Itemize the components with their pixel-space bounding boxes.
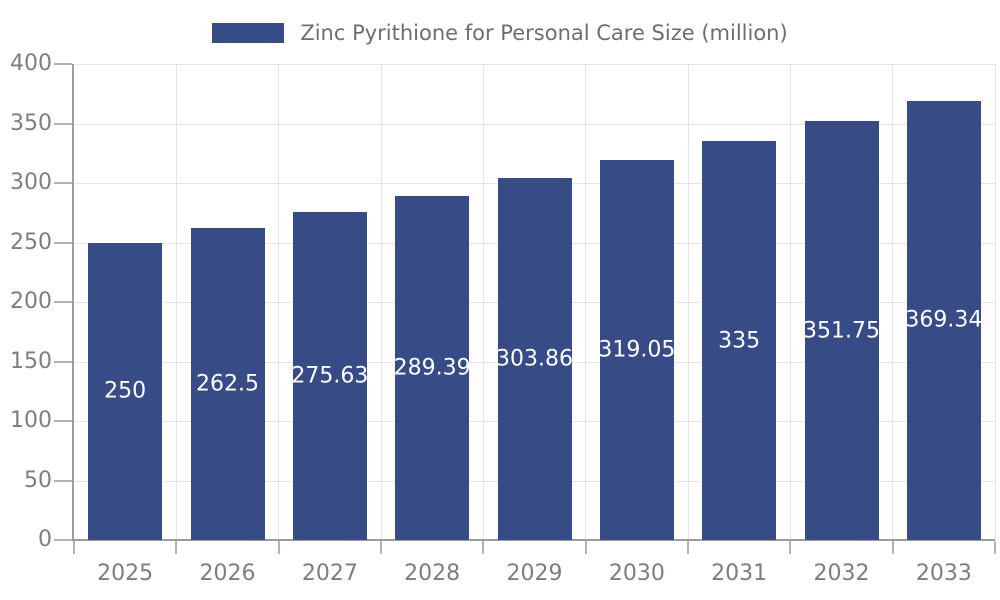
- bar-2033[interactable]: [906, 100, 981, 540]
- bar-2028[interactable]: [395, 195, 470, 540]
- v-gridline: [687, 64, 689, 540]
- y-axis-tick-label: 100: [10, 408, 52, 433]
- y-axis-tick-label: 400: [10, 51, 52, 76]
- x-axis-tick: [73, 541, 75, 554]
- x-axis-tick: [380, 541, 382, 554]
- bar-2032[interactable]: [804, 121, 879, 540]
- y-axis-tick-label: 50: [24, 467, 52, 493]
- v-gridline: [380, 64, 382, 540]
- x-axis-tick: [277, 541, 280, 554]
- legend-label: Zinc Pyrithione for Personal Care Size (…: [300, 21, 788, 45]
- x-axis-tick-label: 2027: [301, 561, 358, 586]
- y-axis-tick-label: 200: [10, 289, 52, 314]
- h-gridline: [74, 123, 995, 125]
- x-axis-tick: [994, 541, 996, 554]
- y-axis-tick: [54, 360, 72, 363]
- x-axis-tick: [175, 541, 178, 554]
- bar-2029[interactable]: [497, 178, 572, 540]
- y-axis-tick-label: 250: [10, 229, 52, 255]
- legend-swatch-icon: [212, 23, 285, 43]
- legend-item[interactable]: Zinc Pyrithione for Personal Care Size (…: [0, 21, 1000, 45]
- x-axis-tick-label: 2033: [915, 561, 972, 586]
- x-axis-tick-label: 2031: [711, 561, 768, 586]
- x-axis-tick-label: 2032: [813, 561, 870, 586]
- v-gridline: [892, 64, 894, 540]
- v-gridline: [585, 64, 587, 540]
- bar-2025[interactable]: [88, 242, 163, 540]
- x-axis-tick-label: 2026: [199, 561, 256, 586]
- x-axis-tick-label: 2030: [608, 561, 665, 586]
- y-axis-tick: [54, 241, 72, 244]
- y-axis-tick: [54, 539, 72, 541]
- bar-2027[interactable]: [292, 212, 367, 540]
- x-axis-tick: [584, 541, 587, 554]
- x-axis-tick: [891, 541, 894, 554]
- bar-2031[interactable]: [702, 141, 777, 540]
- y-axis-tick: [54, 479, 72, 482]
- v-gridline: [482, 64, 484, 540]
- x-axis-tick: [687, 541, 689, 554]
- x-axis-line: [72, 539, 995, 541]
- y-axis-tick-label: 0: [38, 527, 52, 552]
- x-axis-tick-label: 2028: [404, 561, 461, 586]
- v-gridline: [994, 64, 996, 540]
- y-axis-tick: [54, 420, 72, 422]
- v-gridline: [278, 64, 280, 540]
- y-axis-tick: [54, 182, 72, 184]
- v-gridline: [789, 64, 791, 540]
- y-axis-tick: [54, 63, 72, 65]
- bar-2026[interactable]: [190, 227, 265, 540]
- y-axis-tick-label: 350: [10, 110, 52, 136]
- y-axis-tick-label: 150: [10, 348, 52, 374]
- y-axis-tick: [54, 301, 72, 303]
- x-axis-tick: [789, 541, 792, 554]
- x-axis-tick-label: 2025: [97, 561, 154, 586]
- h-gridline: [74, 64, 995, 65]
- bar-2030[interactable]: [599, 160, 674, 540]
- plot-area: 250 262.5 275.63 289.39 303.86 319.05 335 351.7…: [54, 63, 996, 554]
- y-axis-tick: [54, 122, 72, 125]
- y-axis-line: [72, 64, 74, 540]
- v-gridline: [175, 64, 177, 540]
- x-axis-tick: [482, 541, 485, 554]
- x-axis-tick-label: 2029: [506, 561, 563, 586]
- y-axis-tick-label: 300: [10, 170, 52, 195]
